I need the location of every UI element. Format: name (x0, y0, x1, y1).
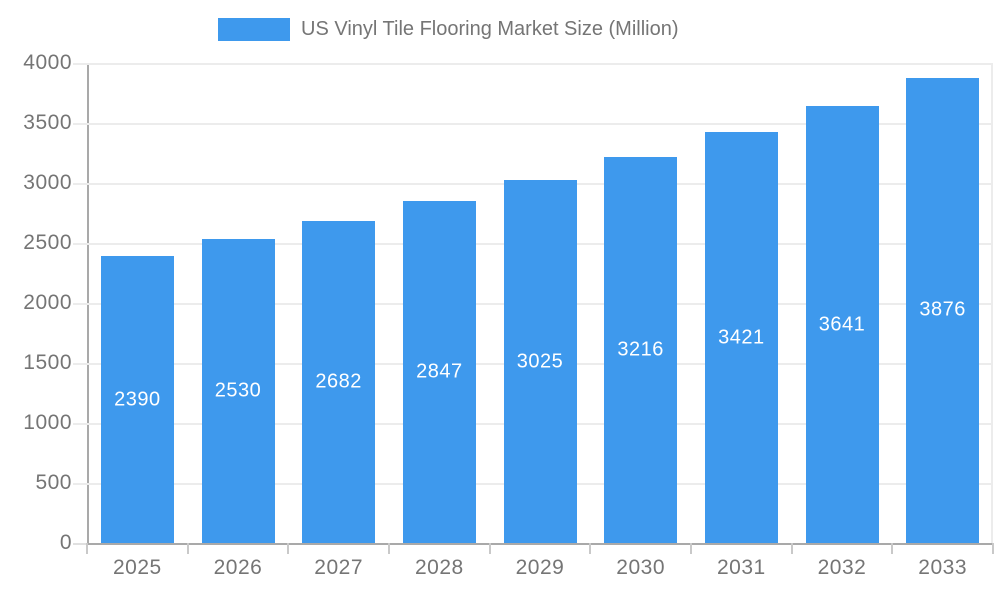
bar[interactable]: 3216 (604, 157, 678, 543)
x-axis-label: 2025 (112, 556, 162, 579)
legend-label: US Vinyl Tile Flooring Market Size (Mill… (301, 18, 679, 40)
bar[interactable]: 2530 (201, 239, 275, 543)
x-axis-label: 2032 (817, 556, 867, 579)
bar[interactable]: 2847 (402, 201, 476, 543)
x-axis-label: 2031 (716, 556, 766, 579)
x-axis-label: 2028 (414, 556, 464, 579)
bar-value-label: 3641 (818, 313, 866, 336)
bar-value-label: 2390 (114, 388, 161, 411)
x-axis-tick (86, 543, 88, 554)
legend-swatch (218, 18, 290, 41)
bar[interactable]: 3641 (805, 106, 879, 543)
x-axis-tick (992, 543, 994, 554)
x-axis-tick (388, 543, 390, 554)
x-axis-tick (891, 543, 894, 554)
y-axis-label: 2000 (23, 291, 72, 314)
bar[interactable]: 3876 (906, 77, 980, 543)
y-axis-label: 4000 (23, 51, 72, 74)
x-axis-label: 2033 (918, 556, 968, 579)
bar-value-label: 3216 (617, 338, 664, 361)
x-axis-tick (186, 543, 189, 554)
y-axis-tick (73, 543, 87, 545)
bar-value-label: 2530 (214, 379, 262, 402)
plot-area: 0 500 1000 1500 2000 2500 3000 3500 4000 2390 2025… (23, 51, 994, 579)
legend-item[interactable]: US Vinyl Tile Flooring Market Size (Mill… (218, 18, 679, 41)
bar[interactable]: 3025 (503, 180, 577, 543)
y-axis-label: 2500 (23, 231, 72, 254)
bar-value-label: 3025 (516, 350, 564, 372)
x-axis-line (73, 543, 993, 545)
bar-value-label: 2682 (315, 370, 362, 393)
x-axis-label: 2026 (213, 556, 263, 579)
y-axis-label: 3000 (23, 171, 72, 194)
x-axis-tick (790, 543, 793, 554)
x-axis-label: 2030 (616, 556, 666, 579)
y-gridline (73, 123, 993, 125)
bar-value-label: 2847 (416, 360, 463, 383)
bar-value-label: 3421 (718, 326, 765, 349)
y-axis-label: 1500 (23, 351, 72, 374)
y-axis-label: 500 (35, 471, 72, 494)
x-axis-tick (287, 543, 290, 554)
x-axis-label: 2027 (314, 556, 364, 579)
x-axis-tick (589, 543, 592, 554)
bar[interactable]: 2682 (302, 221, 376, 543)
y-axis-label: 1000 (23, 411, 72, 434)
y-axis-label: 0 (59, 531, 72, 554)
x-axis-tick (488, 543, 491, 554)
bar[interactable]: 2390 (100, 256, 174, 543)
bar[interactable]: 3421 (704, 132, 778, 543)
y-gridline (73, 63, 993, 65)
x-axis-label: 2029 (515, 556, 565, 579)
bar-value-label: 3876 (919, 298, 966, 321)
x-axis-tick (690, 543, 692, 554)
y-axis-label: 3500 (23, 111, 72, 134)
